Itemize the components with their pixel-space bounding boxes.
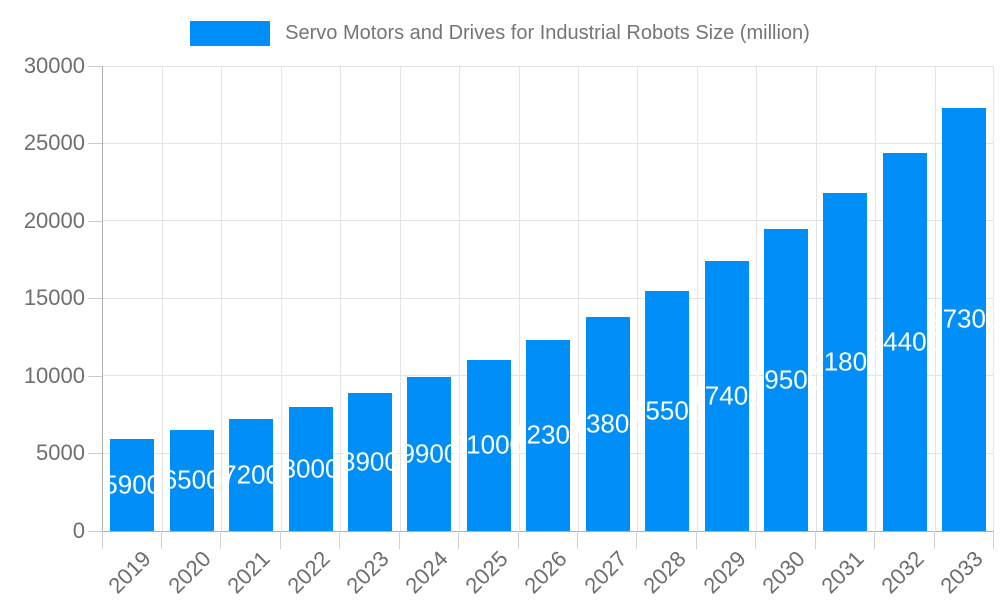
y-axis-label: 5000: [36, 440, 85, 466]
x-axis-tick: [517, 530, 519, 549]
gridline-vertical: [875, 66, 877, 531]
y-axis-tick: [87, 530, 102, 532]
bar-2021[interactable]: [229, 419, 274, 531]
x-axis-tick: [220, 530, 222, 549]
bar-value-label: 15500: [630, 395, 704, 425]
y-axis-label: 30000: [23, 53, 85, 78]
bar-value-label: 13800: [571, 408, 644, 439]
bar-value-label: 21800: [809, 346, 882, 377]
bar-value-label: 6500: [162, 464, 221, 495]
bar-2024[interactable]: [407, 377, 452, 531]
bar-value-label: 7200: [222, 459, 280, 490]
x-axis-label-2020: 2020: [163, 545, 216, 598]
bar-2019[interactable]: [110, 439, 155, 531]
gridline-horizontal: [102, 65, 994, 67]
gridline-vertical: [459, 66, 461, 531]
y-axis-label: 25000: [23, 130, 85, 156]
bar-value-label: 24400: [868, 326, 941, 357]
x-axis-tick: [101, 530, 103, 549]
gridline-vertical: [993, 66, 994, 531]
gridline-vertical: [399, 66, 401, 531]
x-axis-label-2025: 2025: [460, 545, 513, 598]
y-axis-tick: [87, 143, 102, 145]
gridline-vertical: [577, 66, 579, 531]
gridline-horizontal: [102, 142, 994, 144]
x-axis-label-2030: 2030: [757, 545, 810, 598]
bar-2022[interactable]: [288, 406, 333, 531]
gridline-vertical: [518, 66, 520, 531]
y-axis-tick: [87, 453, 102, 455]
y-axis-label: 20000: [23, 207, 85, 233]
bar-2030[interactable]: [763, 228, 808, 531]
bar-2033[interactable]: [942, 107, 987, 531]
gridline-vertical: [637, 66, 639, 531]
x-axis-label-2021: 2021: [222, 545, 275, 598]
gridline-vertical: [161, 66, 163, 531]
y-axis-label: 10000: [23, 362, 85, 388]
gridline-vertical: [340, 66, 342, 531]
gridline-horizontal: [102, 297, 994, 299]
x-axis-label-2019: 2019: [103, 545, 156, 598]
x-axis-label-2026: 2026: [519, 545, 572, 598]
x-axis-tick: [576, 530, 578, 549]
bar-2031[interactable]: [823, 192, 868, 531]
bar-value-label: 8000: [281, 453, 340, 484]
gridline-vertical: [221, 66, 223, 531]
x-axis-tick: [339, 530, 341, 549]
bar-2025[interactable]: [466, 360, 511, 531]
x-axis-tick: [458, 530, 460, 549]
legend-label: Servo Motors and Drives for Industrial R…: [285, 21, 810, 44]
y-axis-tick: [87, 220, 102, 222]
x-axis-tick: [160, 530, 162, 549]
x-axis-label-2022: 2022: [281, 545, 335, 598]
bar-value-label: 11000: [453, 429, 524, 460]
x-axis-label-2027: 2027: [579, 545, 632, 598]
bar-value-label: 19500: [749, 364, 823, 395]
bar-value-label: 12300: [512, 419, 585, 450]
y-axis-tick: [87, 375, 102, 377]
x-axis-tick: [398, 530, 400, 549]
gridline-horizontal: [102, 220, 994, 222]
x-axis-tick: [933, 530, 935, 549]
bar-2027[interactable]: [585, 316, 630, 531]
bar-value-label: 17400: [690, 380, 763, 411]
x-axis-tick: [993, 530, 994, 549]
bar-value-label: 5900: [103, 469, 162, 500]
x-axis-tick: [755, 530, 757, 549]
x-axis-label-2024: 2024: [400, 545, 454, 598]
legend-item[interactable]: Servo Motors and Drives for Industrial R…: [0, 20, 1000, 46]
x-axis-label-2031: 2031: [816, 545, 870, 598]
y-axis-label: 15000: [23, 285, 85, 311]
bar-2028[interactable]: [645, 290, 690, 531]
x-axis-label-2023: 2023: [341, 545, 394, 598]
y-axis-tick: [87, 298, 102, 300]
bar-value-label: 8900: [341, 446, 399, 477]
gridline-vertical: [280, 66, 282, 531]
plot-area: 5900 6500 7200 8000 8900 9900 11000 12300 13800 1…: [101, 65, 1000, 532]
bar-2032[interactable]: [882, 152, 927, 531]
bar-value-label: 27300: [928, 303, 1000, 334]
x-axis-label-2029: 2029: [697, 545, 751, 598]
bar-2023[interactable]: [347, 392, 392, 531]
y-axis-tick: [87, 66, 102, 67]
gridline-vertical: [934, 66, 936, 531]
bar-2029[interactable]: [704, 261, 749, 531]
x-axis-label-2032: 2032: [876, 545, 929, 598]
gridline-vertical: [815, 66, 817, 531]
y-axis-label: 0: [72, 517, 85, 543]
x-axis-tick: [874, 530, 876, 549]
x-axis-tick: [636, 530, 638, 549]
x-axis-tick: [279, 530, 281, 549]
bar-value-label: 9900: [400, 438, 459, 469]
x-axis-tick: [814, 530, 816, 549]
x-axis-label-2033: 2033: [935, 545, 988, 598]
legend-marker-swatch: [190, 20, 271, 46]
bar-2020[interactable]: [169, 429, 214, 531]
gridline-vertical: [756, 66, 758, 531]
x-axis-label-2028: 2028: [638, 545, 691, 598]
x-axis-tick: [695, 530, 697, 549]
gridline-vertical: [696, 66, 698, 531]
bar-2026[interactable]: [526, 340, 571, 531]
